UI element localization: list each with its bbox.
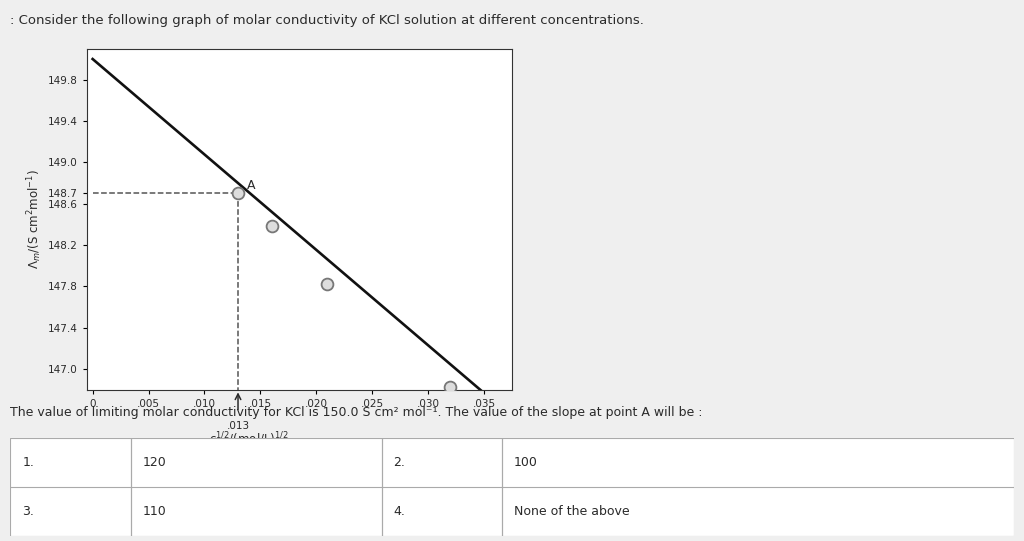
Text: .013: .013 xyxy=(226,420,250,431)
Text: 120: 120 xyxy=(142,456,167,469)
Text: 100: 100 xyxy=(514,456,538,469)
Text: c$^{1/2}$/(mol/L)$^{1/2}$: c$^{1/2}$/(mol/L)$^{1/2}$ xyxy=(209,431,289,448)
Text: The value of limiting molar conductivity for KCl is 150.0 S cm² mol⁻¹. The value: The value of limiting molar conductivity… xyxy=(10,406,702,419)
Text: : Consider the following graph of molar conductivity of KCl solution at differen: : Consider the following graph of molar … xyxy=(10,14,644,27)
Text: 3.: 3. xyxy=(23,505,34,518)
Text: 110: 110 xyxy=(142,505,167,518)
Text: 4.: 4. xyxy=(393,505,406,518)
Text: None of the above: None of the above xyxy=(514,505,630,518)
Text: 2.: 2. xyxy=(393,456,406,469)
Y-axis label: $\Lambda_m$/(S cm$^2$mol$^{-1}$): $\Lambda_m$/(S cm$^2$mol$^{-1}$) xyxy=(26,169,44,269)
Text: 1.: 1. xyxy=(23,456,34,469)
Text: A: A xyxy=(247,179,255,192)
